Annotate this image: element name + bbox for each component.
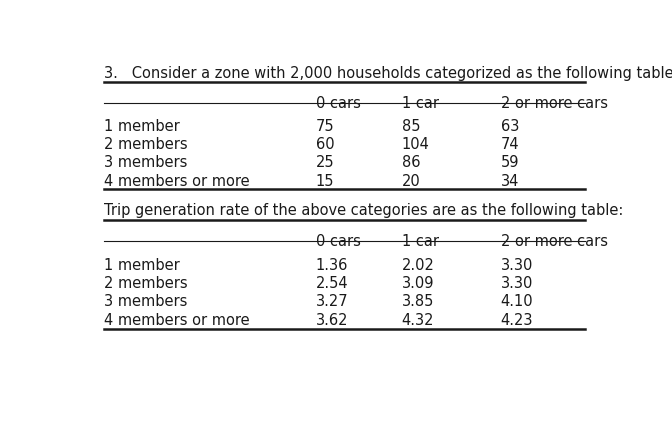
Text: 59: 59	[501, 155, 519, 170]
Text: 3.85: 3.85	[402, 294, 434, 310]
Text: 25: 25	[316, 155, 335, 170]
Text: 2.02: 2.02	[402, 258, 435, 273]
Text: 3 members: 3 members	[103, 155, 187, 170]
Text: 1 car: 1 car	[402, 96, 439, 111]
Text: 3.27: 3.27	[316, 294, 348, 310]
Text: 1 car: 1 car	[402, 234, 439, 249]
Text: 104: 104	[402, 137, 429, 152]
Text: 63: 63	[501, 120, 519, 134]
Text: 4 members or more: 4 members or more	[103, 313, 249, 328]
Text: 15: 15	[316, 174, 334, 189]
Text: 3 members: 3 members	[103, 294, 187, 310]
Text: Trip generation rate of the above categories are as the following table:: Trip generation rate of the above catego…	[103, 203, 623, 218]
Text: 3.30: 3.30	[501, 276, 533, 291]
Text: 2 members: 2 members	[103, 276, 187, 291]
Text: 2.54: 2.54	[316, 276, 348, 291]
Text: 60: 60	[316, 137, 335, 152]
Text: 3.   Consider a zone with 2,000 households categorized as the following table:: 3. Consider a zone with 2,000 households…	[103, 66, 672, 81]
Text: 1.36: 1.36	[316, 258, 348, 273]
Text: 4 members or more: 4 members or more	[103, 174, 249, 189]
Text: 1 member: 1 member	[103, 258, 179, 273]
Text: 0 cars: 0 cars	[316, 96, 361, 111]
Text: 34: 34	[501, 174, 519, 189]
Text: 75: 75	[316, 120, 335, 134]
Text: 86: 86	[402, 155, 420, 170]
Text: 4.32: 4.32	[402, 313, 434, 328]
Text: 2 or more cars: 2 or more cars	[501, 96, 607, 111]
Text: 0 cars: 0 cars	[316, 234, 361, 249]
Text: 2 members: 2 members	[103, 137, 187, 152]
Text: 1 member: 1 member	[103, 120, 179, 134]
Text: 4.23: 4.23	[501, 313, 533, 328]
Text: 3.62: 3.62	[316, 313, 348, 328]
Text: 74: 74	[501, 137, 519, 152]
Text: 3.09: 3.09	[402, 276, 434, 291]
Text: 20: 20	[402, 174, 421, 189]
Text: 4.10: 4.10	[501, 294, 534, 310]
Text: 2 or more cars: 2 or more cars	[501, 234, 607, 249]
Text: 3.30: 3.30	[501, 258, 533, 273]
Text: 85: 85	[402, 120, 420, 134]
